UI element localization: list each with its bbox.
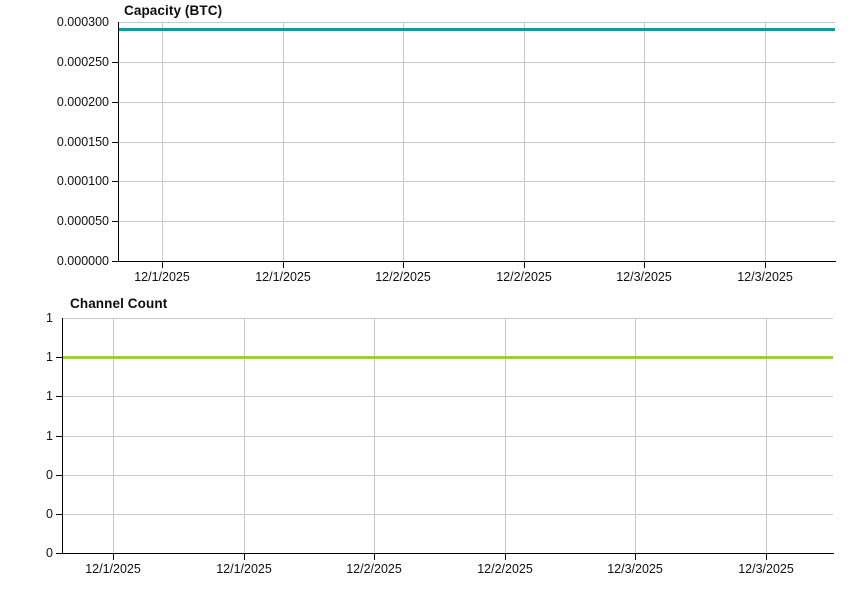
capacity-chart-title: Capacity (BTC) xyxy=(124,3,223,18)
x-axis-tick xyxy=(505,554,506,560)
gridline-horizontal xyxy=(119,181,835,182)
gridline-vertical xyxy=(113,318,114,553)
y-axis-line xyxy=(118,22,119,262)
x-axis-label: 12/3/2025 xyxy=(737,270,793,284)
gridline-horizontal xyxy=(119,22,835,23)
x-axis-label: 12/3/2025 xyxy=(616,270,672,284)
y-axis-label: 1 xyxy=(46,429,53,443)
x-axis-label: 12/2/2025 xyxy=(346,562,402,576)
y-axis-tick xyxy=(56,514,62,515)
gridline-horizontal xyxy=(63,318,833,319)
y-axis-label: 0.000300 xyxy=(56,15,109,29)
gridline-vertical xyxy=(524,22,525,261)
y-axis-tick xyxy=(112,142,118,143)
x-axis-tick xyxy=(162,262,163,268)
capacity-chart-panel: Capacity (BTC) 0.000300 0.000250 0.000200 0… xyxy=(0,0,860,290)
y-axis-tick xyxy=(112,62,118,63)
y-axis-label: 0.000000 xyxy=(56,254,109,268)
gridline-vertical xyxy=(635,318,636,553)
y-axis-tick xyxy=(56,436,62,437)
gridline-vertical xyxy=(283,22,284,261)
x-axis-label: 12/1/2025 xyxy=(255,270,311,284)
y-axis-label: 0.000200 xyxy=(56,95,109,109)
y-axis-label: 0.000100 xyxy=(56,174,109,188)
series-line xyxy=(63,356,833,359)
gridline-horizontal xyxy=(63,514,833,515)
x-axis-label: 12/1/2025 xyxy=(216,562,272,576)
gridline-horizontal xyxy=(119,62,835,63)
y-axis-tick xyxy=(56,396,62,397)
y-axis-label: 0.000050 xyxy=(56,214,109,228)
gridline-vertical xyxy=(505,318,506,553)
y-axis-label: 1 xyxy=(46,350,53,364)
gridline-vertical xyxy=(244,318,245,553)
x-axis-label: 12/3/2025 xyxy=(607,562,663,576)
gridline-vertical xyxy=(765,22,766,261)
y-axis-label: 0 xyxy=(46,468,53,482)
y-axis-tick xyxy=(112,261,118,262)
x-axis-line xyxy=(62,553,834,554)
channel-count-chart-title: Channel Count xyxy=(70,296,168,311)
x-axis-tick xyxy=(283,262,284,268)
channel-count-chart-panel: Channel Count 1 1 1 1 0 0 0 12/1/2025 12/1/2025 1… xyxy=(0,290,860,600)
x-axis-label: 12/3/2025 xyxy=(738,562,794,576)
x-axis-tick xyxy=(403,262,404,268)
x-axis-tick xyxy=(374,554,375,560)
y-axis-tick xyxy=(56,357,62,358)
y-axis-label: 0.000250 xyxy=(56,55,109,69)
x-axis-tick xyxy=(644,262,645,268)
x-axis-tick xyxy=(113,554,114,560)
gridline-horizontal xyxy=(119,142,835,143)
y-axis-label: 0.000150 xyxy=(56,135,109,149)
gridline-vertical xyxy=(374,318,375,553)
gridline-horizontal xyxy=(119,221,835,222)
x-axis-tick xyxy=(766,554,767,560)
x-axis-label: 12/1/2025 xyxy=(85,562,141,576)
y-axis-label: 0 xyxy=(46,507,53,521)
x-axis-tick xyxy=(524,262,525,268)
x-axis-tick xyxy=(765,262,766,268)
y-axis-tick xyxy=(56,553,62,554)
x-axis-label: 12/2/2025 xyxy=(375,270,431,284)
y-axis-tick xyxy=(112,181,118,182)
series-line xyxy=(119,28,835,31)
gridline-vertical xyxy=(766,318,767,553)
y-axis-tick xyxy=(56,475,62,476)
y-axis-label: 1 xyxy=(46,389,53,403)
x-axis-tick xyxy=(635,554,636,560)
y-axis-tick xyxy=(112,102,118,103)
x-axis-line xyxy=(118,261,836,262)
gridline-vertical xyxy=(403,22,404,261)
y-axis-line xyxy=(62,318,63,554)
gridline-horizontal xyxy=(63,475,833,476)
y-axis-label: 0 xyxy=(46,546,53,560)
x-axis-label: 12/1/2025 xyxy=(134,270,190,284)
x-axis-label: 12/2/2025 xyxy=(477,562,533,576)
y-axis-label: 1 xyxy=(46,311,53,325)
gridline-vertical xyxy=(162,22,163,261)
x-axis-label: 12/2/2025 xyxy=(496,270,552,284)
x-axis-tick xyxy=(244,554,245,560)
gridline-horizontal xyxy=(63,436,833,437)
gridline-horizontal xyxy=(63,396,833,397)
y-axis-tick xyxy=(112,221,118,222)
gridline-vertical xyxy=(644,22,645,261)
gridline-horizontal xyxy=(119,102,835,103)
